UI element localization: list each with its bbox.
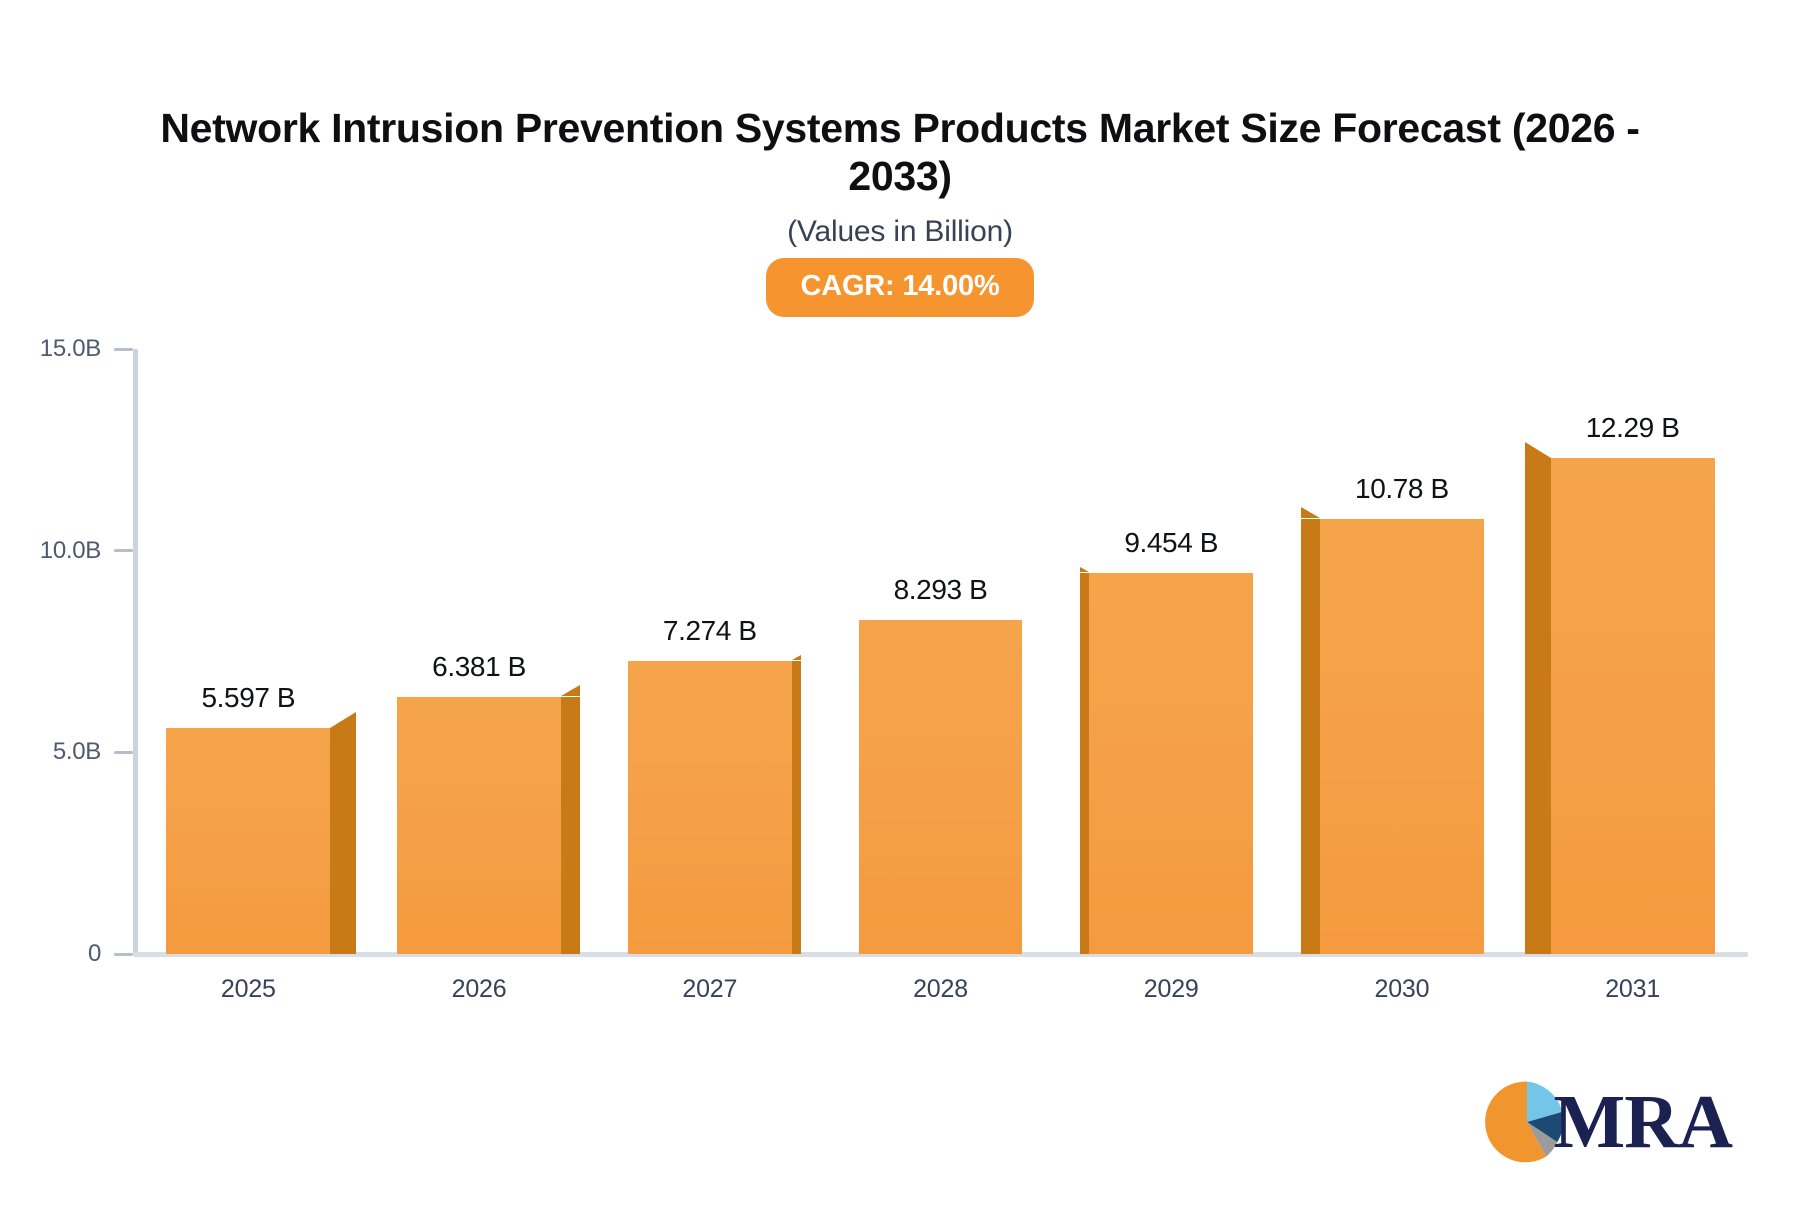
bar-value-label: 12.29 B bbox=[1585, 412, 1680, 444]
bar-group: 12.29 B bbox=[1524, 349, 1715, 954]
x-axis-label: 2027 bbox=[682, 975, 738, 1003]
y-axis-tick-mark bbox=[114, 952, 133, 956]
page-title: Network Intrusion Prevention Systems Pro… bbox=[160, 105, 1640, 200]
logo-text: MRA bbox=[1553, 1080, 1733, 1164]
x-axis-label: 2030 bbox=[1374, 975, 1430, 1003]
bar-front-face bbox=[1089, 572, 1254, 954]
bar-side-face bbox=[791, 654, 802, 954]
x-axis-line bbox=[133, 952, 1748, 957]
y-axis-ticks: 15.0B 10.0B 5.0B 0 bbox=[0, 0, 133, 1212]
x-axis-label: 2028 bbox=[913, 975, 968, 1003]
y-axis-tick-label: 5.0B bbox=[52, 738, 101, 766]
y-axis-tick-label: 10.0B bbox=[39, 536, 102, 564]
bar-top-cap bbox=[330, 712, 357, 729]
bar-group: 7.274 B bbox=[627, 349, 802, 954]
x-axis-labels: 2025 2026 2027 2028 2029 2030 2031 bbox=[133, 975, 1748, 1025]
chart-header: Network Intrusion Prevention Systems Pro… bbox=[0, 104, 1800, 317]
bar-value-label: 8.293 B bbox=[893, 573, 988, 605]
bar-top-cap bbox=[1301, 507, 1321, 519]
bar-side-face bbox=[330, 712, 357, 954]
bar-side-face bbox=[1301, 507, 1321, 954]
bar[interactable]: 10.78 B bbox=[1301, 473, 1484, 954]
mra-logo: MRA bbox=[1485, 1080, 1733, 1164]
bar[interactable]: 9.454 B bbox=[1079, 527, 1254, 954]
bar-group: 10.78 B bbox=[1301, 349, 1484, 954]
cagr-badge: CAGR: 14.00% bbox=[766, 257, 1034, 317]
y-axis-tick: 15.0B bbox=[40, 335, 133, 363]
bar-group: 8.293 B bbox=[858, 349, 1023, 954]
chart-subtitle: (Values in Billion) bbox=[787, 214, 1013, 248]
bar-side-face bbox=[1524, 442, 1551, 954]
bar-front-face bbox=[1550, 458, 1715, 954]
bar-series: 5.597 B 6.381 B 7.274 B 8.293 B 9.454 B 10.78… bbox=[133, 349, 1748, 954]
bar-side-face bbox=[1079, 566, 1090, 954]
bar-side-face bbox=[560, 684, 580, 954]
bar-group: 6.381 B bbox=[397, 349, 580, 954]
x-axis-label: 2025 bbox=[220, 975, 276, 1003]
bar-value-label: 10.78 B bbox=[1355, 473, 1449, 505]
x-axis-label: 2026 bbox=[451, 975, 507, 1003]
bar-group: 5.597 B bbox=[166, 349, 357, 954]
bar-group: 9.454 B bbox=[1079, 349, 1254, 954]
y-axis-tick-mark bbox=[114, 549, 133, 553]
bar[interactable]: 5.597 B bbox=[166, 682, 357, 954]
bar-value-label: 6.381 B bbox=[432, 650, 526, 682]
bar-top-cap bbox=[560, 684, 580, 696]
bar-front-face bbox=[397, 696, 561, 954]
bar-front-face bbox=[858, 619, 1023, 954]
y-axis-tick-label: 0 bbox=[87, 940, 101, 967]
y-axis-tick: 10.0B bbox=[40, 537, 133, 565]
bar[interactable]: 12.29 B bbox=[1524, 412, 1715, 954]
bar-top-cap bbox=[791, 654, 801, 660]
y-axis-tick-mark bbox=[114, 347, 133, 351]
y-axis-tick: 0 bbox=[88, 940, 133, 968]
x-axis-label: 2029 bbox=[1143, 975, 1199, 1003]
bar-value-label: 7.274 B bbox=[662, 614, 757, 646]
y-axis-tick-mark bbox=[114, 750, 133, 754]
bar-value-label: 5.597 B bbox=[201, 682, 296, 714]
pie-chart-logo-mark bbox=[1485, 1081, 1564, 1163]
bar-front-face bbox=[627, 660, 792, 954]
bar-front-face bbox=[166, 728, 331, 954]
bar-top-cap bbox=[1079, 566, 1089, 572]
bar[interactable]: 8.293 B bbox=[858, 574, 1023, 954]
bar-value-label: 9.454 B bbox=[1124, 526, 1219, 558]
bar-front-face bbox=[1320, 519, 1484, 954]
bar[interactable]: 6.381 B bbox=[397, 651, 580, 954]
y-axis-line bbox=[133, 349, 138, 956]
y-axis-tick: 5.0B bbox=[53, 738, 133, 766]
bar[interactable]: 7.274 B bbox=[627, 615, 802, 954]
bar-top-cap bbox=[1524, 442, 1551, 459]
y-axis-tick-label: 15.0B bbox=[39, 335, 102, 362]
x-axis-label: 2031 bbox=[1605, 975, 1661, 1003]
